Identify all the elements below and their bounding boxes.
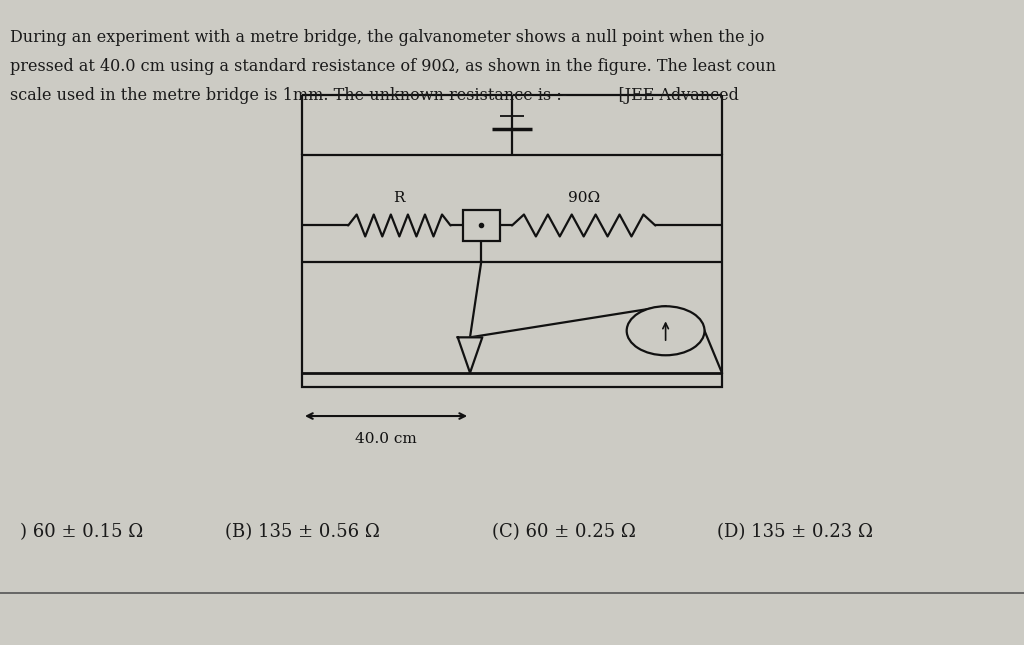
- Circle shape: [627, 306, 705, 355]
- Bar: [463, 210, 500, 241]
- Text: ) 60 ± 0.15 Ω: ) 60 ± 0.15 Ω: [20, 523, 143, 541]
- Text: R: R: [393, 191, 406, 205]
- Text: pressed at 40.0 cm using a standard resistance of 90Ω, as shown in the figure. T: pressed at 40.0 cm using a standard resi…: [10, 58, 776, 75]
- Text: (B) 135 ± 0.56 Ω: (B) 135 ± 0.56 Ω: [225, 523, 380, 541]
- Text: (D) 135 ± 0.23 Ω: (D) 135 ± 0.23 Ω: [717, 523, 872, 541]
- Text: scale used in the metre bridge is 1mm. The unknown resistance is :-          [JE: scale used in the metre bridge is 1mm. T…: [10, 87, 739, 104]
- Text: 40.0 cm: 40.0 cm: [355, 432, 417, 446]
- Text: During an experiment with a metre bridge, the galvanometer shows a null point wh: During an experiment with a metre bridge…: [10, 29, 765, 46]
- Polygon shape: [458, 337, 482, 373]
- Bar: [302, 155, 722, 387]
- Text: (C) 60 ± 0.25 Ω: (C) 60 ± 0.25 Ω: [492, 523, 636, 541]
- Text: 90Ω: 90Ω: [567, 191, 600, 205]
